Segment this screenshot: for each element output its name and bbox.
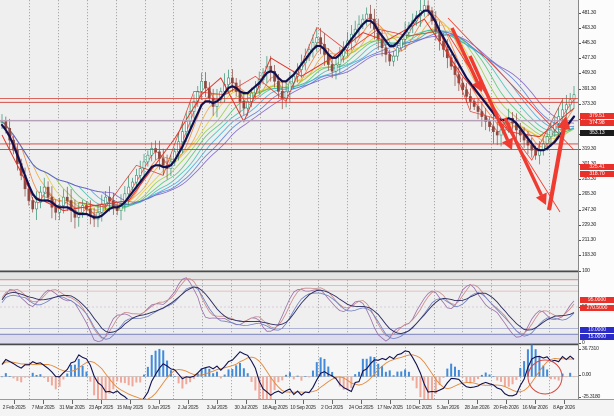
stoch-axis-tick: 100 <box>579 268 590 274</box>
price-axis-tick: 193.30 <box>578 251 597 258</box>
time-axis-tick: 20 Feb 2026 <box>493 400 519 411</box>
time-axis-tick: 8 Apr 2026 <box>550 400 578 411</box>
price-axis-tick: 391.30 <box>578 85 597 92</box>
price-marker-badge[interactable]: 374.98 <box>580 120 614 127</box>
price-axis-tick: 373.30 <box>578 100 597 107</box>
price-marker-badge[interactable]: 95.0000 <box>580 297 614 304</box>
stoch-axis-tick: 0 <box>579 340 585 346</box>
time-axis-tick: 16 Mar 2026 <box>522 400 548 411</box>
price-marker-badge[interactable]: 318.70 <box>580 171 614 178</box>
price-axis-tick: 445.30 <box>578 40 597 47</box>
time-axis-tick: 9 Jun 2025 <box>145 400 173 411</box>
time-axis-tick: 10 Dec 2025 <box>406 400 432 411</box>
zigzag-trend-lines <box>1 18 575 212</box>
price-axis-tick: 283.30 <box>578 176 597 183</box>
price-marker-badge[interactable]: 353.13 <box>580 130 614 137</box>
stoch-lines <box>1 277 575 343</box>
price-axis-tick: 211.30 <box>579 236 596 243</box>
macd-gridlines <box>0 344 578 399</box>
price-marker-badge[interactable]: 15.0000 <box>580 334 614 341</box>
time-axis-tick: 17 Nov 2025 <box>377 400 403 411</box>
time-axis-tick: 3 Jul 2025 <box>203 400 231 411</box>
price-marker-badge[interactable]: 270.5000 <box>580 305 614 312</box>
price-axis-tick: 427.30 <box>578 55 597 62</box>
time-axis-tick: 24 Oct 2025 <box>348 400 374 411</box>
time-axis-tick: 10 Sep 2025 <box>290 400 316 411</box>
price-axis[interactable]: 481.30 463.30 445.30 427.30 409.30 391.30 373.… <box>578 0 614 400</box>
time-axis-tick: 15 May 2025 <box>116 400 144 411</box>
price-marker-badge[interactable]: 379.51 <box>580 113 614 120</box>
time-axis[interactable]: 2 Feb 2025 7 Mar 2025 31 Mar 2025 23 Apr 20… <box>0 399 614 416</box>
time-axis-tick: 2 Feb 2025 <box>0 400 28 411</box>
macd-axis-tick: -25.3180 <box>578 394 601 400</box>
price-bg <box>0 0 578 270</box>
time-axis-tick: 2 Jul 2025 <box>174 400 202 411</box>
price-axis-tick: 247.30 <box>578 206 597 213</box>
macd-svg <box>0 344 578 399</box>
macd-lines <box>1 350 575 399</box>
time-axis-tick: 30 Jul 2025 <box>232 400 260 411</box>
price-chart-svg <box>0 0 578 270</box>
price-vertical-gridlines <box>29 0 550 270</box>
time-axis-tick: 31 Mar 2025 <box>59 400 85 411</box>
time-axis-tick: 5 Jan 2026 <box>434 400 462 411</box>
price-marker-badge[interactable]: 325.41 <box>580 164 614 171</box>
time-axis-tick: 7 Mar 2025 <box>29 400 57 411</box>
price-chart-panel[interactable] <box>0 0 578 271</box>
price-axis-tick: 319.30 <box>578 146 597 153</box>
time-axis-tick: 23 Apr 2025 <box>88 400 114 411</box>
macd-axis-tick: 36.7310 <box>579 346 599 352</box>
navy-moving-average <box>0 9 576 219</box>
price-axis-tick: 409.30 <box>578 70 597 77</box>
price-axis-tick: 229.30 <box>578 221 597 228</box>
support-resistance-lines <box>0 98 578 150</box>
forecast-arrows <box>447 17 575 213</box>
time-axis-tick: 18 Aug 2025 <box>262 400 288 411</box>
macd-axis-tick: 0.00 <box>579 372 591 378</box>
price-marker-badge[interactable]: 10.0000 <box>580 327 614 334</box>
price-axis-tick: 463.30 <box>578 25 597 32</box>
macd-highlight-circle <box>527 359 563 395</box>
stochastic-svg <box>0 271 578 343</box>
stochastic-panel[interactable] <box>0 271 578 344</box>
price-axis-tick: 481.30 <box>578 10 597 17</box>
price-axis-tick: 265.30 <box>578 191 597 198</box>
time-axis-tick: 28 Jan 2026 <box>464 400 490 411</box>
macd-panel[interactable] <box>0 344 578 400</box>
time-axis-tick: 2 Oct 2025 <box>318 400 346 411</box>
